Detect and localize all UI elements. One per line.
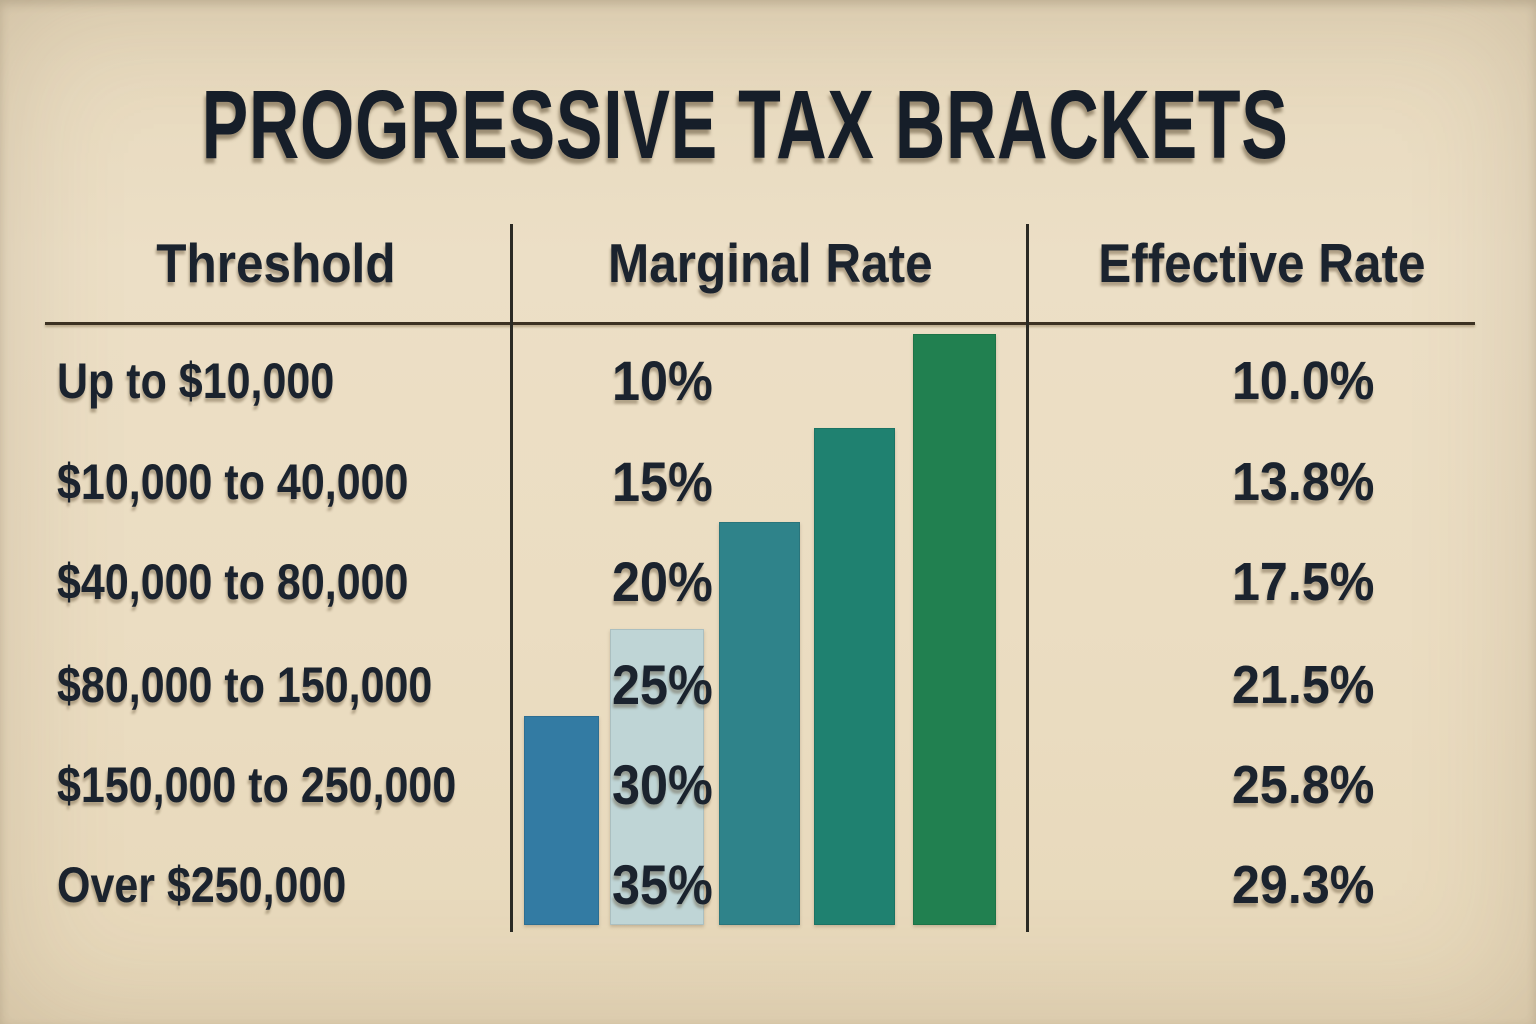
- bar-marginal-25pct: [814, 428, 895, 925]
- threshold-value: $80,000 to 150,000: [57, 657, 433, 713]
- marginal-rate-value: 35%: [612, 853, 713, 916]
- marginal-rate-value: 15%: [612, 450, 713, 513]
- effective-rate-value: 21.5%: [1232, 655, 1375, 715]
- bar-marginal-15pct: [610, 629, 704, 925]
- marginal-rate-value: 10%: [612, 349, 713, 412]
- bar-marginal-10pct: [524, 716, 599, 925]
- threshold-value: $40,000 to 80,000: [57, 554, 409, 610]
- column-header-effective-rate-label: Effective Rate: [1097, 231, 1426, 294]
- marginal-rate-value: 20%: [612, 550, 713, 613]
- column-header-marginal-rate-label: Marginal Rate: [607, 231, 933, 294]
- effective-rate-value: 17.5%: [1232, 552, 1375, 612]
- threshold-value: $10,000 to 40,000: [57, 454, 409, 510]
- threshold-value: Up to $10,000: [57, 353, 335, 409]
- column-divider-left: [510, 224, 513, 932]
- bar-marginal-20pct: [719, 522, 800, 925]
- page-title: PROGRESSIVE TAX BRACKETS: [201, 70, 1289, 179]
- effective-rate-value: 10.0%: [1232, 351, 1375, 411]
- column-header-threshold-label: Threshold: [155, 231, 396, 294]
- threshold-value: $150,000 to 250,000: [57, 757, 457, 813]
- effective-rate-value: 25.8%: [1232, 755, 1375, 815]
- marginal-rate-value: 30%: [612, 753, 713, 816]
- effective-rate-value: 13.8%: [1232, 452, 1375, 512]
- marginal-rate-value: 25%: [612, 653, 713, 716]
- threshold-value: Over $250,000: [57, 857, 347, 913]
- bar-marginal-30pct: [913, 334, 996, 925]
- column-divider-right: [1026, 224, 1029, 932]
- effective-rate-value: 29.3%: [1232, 855, 1375, 915]
- header-underline: [45, 322, 1475, 325]
